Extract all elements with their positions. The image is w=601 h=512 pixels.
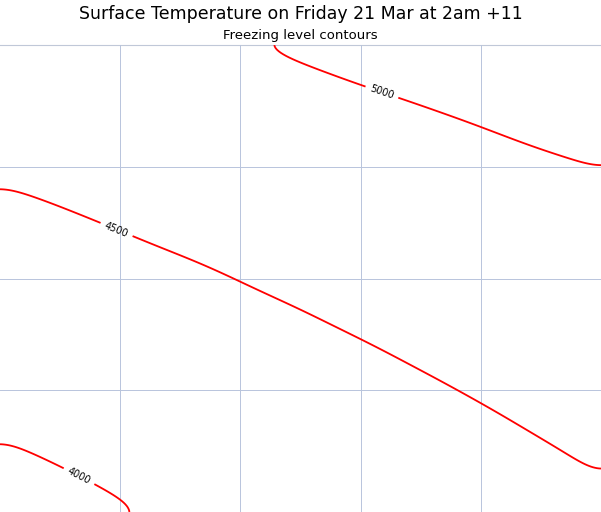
Text: 5000: 5000	[368, 83, 395, 101]
Text: Freezing level contours: Freezing level contours	[223, 29, 378, 41]
Text: Surface Temperature on Friday 21 Mar at 2am +11: Surface Temperature on Friday 21 Mar at …	[79, 6, 522, 24]
Text: 4000: 4000	[66, 466, 93, 486]
Text: 4500: 4500	[103, 220, 130, 239]
